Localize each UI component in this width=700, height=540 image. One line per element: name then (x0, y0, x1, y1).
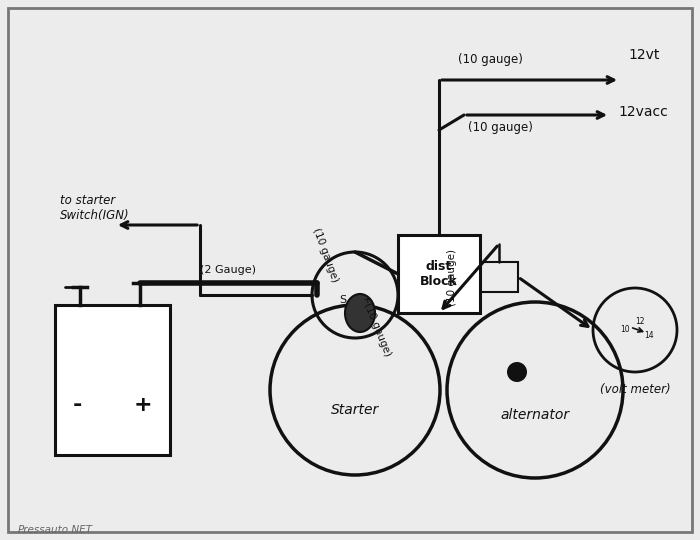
Text: dist
Block: dist Block (420, 260, 458, 288)
Text: 12vt: 12vt (628, 48, 659, 62)
Text: to starter
Switch(IGN): to starter Switch(IGN) (60, 194, 130, 222)
Bar (55, 305, 170, 455)
Text: 12vacc: 12vacc (618, 105, 668, 119)
Text: (10 gauge): (10 gauge) (458, 53, 522, 66)
Text: (10 gauge): (10 gauge) (447, 249, 457, 307)
Text: (10 gauge): (10 gauge) (362, 302, 393, 359)
Bar (398, 235, 480, 313)
Bar (480, 262, 518, 292)
Text: -: - (72, 395, 82, 415)
Text: +: + (363, 295, 372, 305)
Text: (volt meter): (volt meter) (600, 383, 671, 396)
Text: Pressauto.NET: Pressauto.NET (18, 525, 93, 535)
Text: alternator: alternator (500, 408, 570, 422)
Text: +: + (134, 395, 153, 415)
Text: 10: 10 (620, 326, 630, 334)
Text: 12: 12 (636, 318, 645, 327)
Text: (10 gauge): (10 gauge) (468, 122, 533, 134)
Text: Starter: Starter (331, 403, 379, 417)
Ellipse shape (345, 294, 375, 332)
Text: 14: 14 (644, 330, 654, 340)
Text: (10 gauge): (10 gauge) (311, 226, 340, 284)
Text: (2 Gauge): (2 Gauge) (200, 265, 256, 275)
Text: S: S (340, 295, 346, 305)
Circle shape (507, 362, 527, 382)
